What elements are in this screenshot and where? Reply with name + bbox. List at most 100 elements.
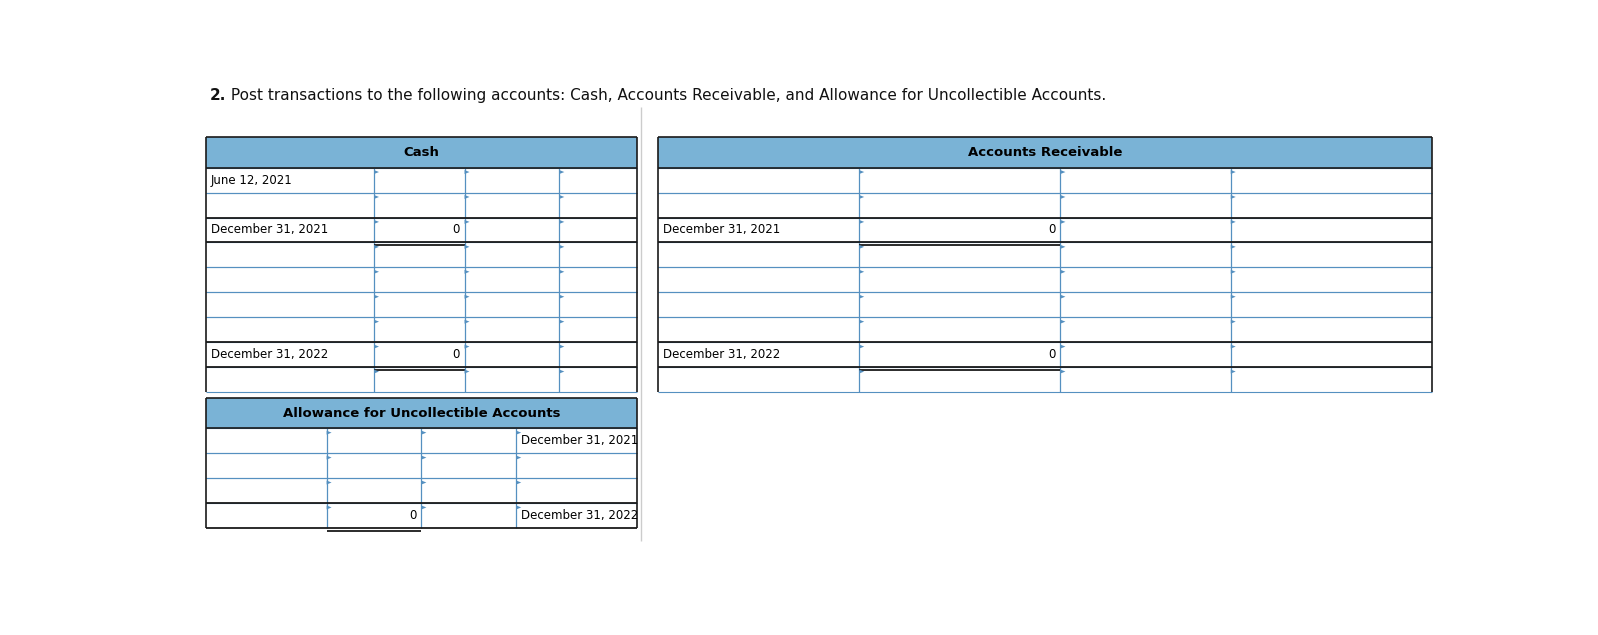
Polygon shape [374,370,379,373]
Bar [206,503,638,528]
Polygon shape [374,319,379,324]
Bar [206,453,638,478]
Polygon shape [559,220,564,224]
Text: December 31, 2021: December 31, 2021 [663,224,780,236]
Polygon shape [465,220,470,224]
Polygon shape [860,370,865,373]
Polygon shape [559,295,564,298]
Polygon shape [1230,345,1235,349]
Polygon shape [374,270,379,274]
Polygon shape [326,505,331,509]
Polygon shape [1061,295,1066,298]
Bar [658,218,1432,243]
Polygon shape [374,345,379,349]
Polygon shape [516,505,521,509]
Text: December 31, 2021: December 31, 2021 [521,434,639,447]
Polygon shape [1230,245,1235,249]
Text: 0: 0 [452,348,460,361]
Bar [206,428,638,453]
Polygon shape [1230,195,1235,199]
Polygon shape [374,220,379,224]
Polygon shape [559,170,564,174]
Polygon shape [860,170,865,174]
Bar [206,398,638,428]
Polygon shape [860,345,865,349]
Polygon shape [860,270,865,274]
Polygon shape [860,319,865,324]
Polygon shape [422,481,427,485]
Polygon shape [559,245,564,249]
Bar [658,137,1432,168]
Bar [658,318,1432,342]
Polygon shape [516,455,521,460]
Polygon shape [559,370,564,373]
Polygon shape [374,170,379,174]
Polygon shape [1230,170,1235,174]
Polygon shape [422,431,427,434]
Text: December 31, 2022: December 31, 2022 [211,348,328,361]
Polygon shape [559,195,564,199]
Bar [206,168,638,192]
Bar [206,367,638,392]
Polygon shape [326,431,331,434]
Polygon shape [1230,270,1235,274]
Polygon shape [1061,245,1066,249]
Polygon shape [1230,220,1235,224]
Polygon shape [860,245,865,249]
Bar [206,218,638,243]
Text: 2.: 2. [209,88,225,104]
Text: Cash: Cash [404,146,439,159]
Polygon shape [326,455,331,460]
Bar [658,168,1432,192]
Bar [206,342,638,367]
Polygon shape [465,319,470,324]
Polygon shape [465,295,470,298]
Polygon shape [465,195,470,199]
Polygon shape [516,431,521,434]
Text: December 31, 2022: December 31, 2022 [521,509,639,522]
Polygon shape [559,319,564,324]
Polygon shape [374,295,379,298]
Polygon shape [516,481,521,485]
Polygon shape [422,505,427,509]
Text: Accounts Receivable: Accounts Receivable [968,146,1122,159]
Bar [206,478,638,503]
Polygon shape [860,220,865,224]
Bar [658,292,1432,318]
Bar [206,267,638,292]
Bar [206,243,638,267]
Bar [658,192,1432,218]
Polygon shape [860,195,865,199]
Polygon shape [1061,345,1066,349]
Polygon shape [1061,370,1066,373]
Polygon shape [465,270,470,274]
Polygon shape [465,345,470,349]
Bar [206,318,638,342]
Text: 0: 0 [1048,224,1056,236]
Bar [658,243,1432,267]
Polygon shape [374,245,379,249]
Polygon shape [465,170,470,174]
Polygon shape [465,245,470,249]
Text: December 31, 2021: December 31, 2021 [211,224,328,236]
Text: December 31, 2022: December 31, 2022 [663,348,780,361]
Polygon shape [1061,195,1066,199]
Polygon shape [1230,319,1235,324]
Polygon shape [374,195,379,199]
Polygon shape [1230,370,1235,373]
Bar [206,292,638,318]
Polygon shape [422,455,427,460]
Bar [206,192,638,218]
Polygon shape [1061,319,1066,324]
Bar [206,137,638,168]
Bar [658,367,1432,392]
Polygon shape [860,295,865,298]
Polygon shape [1230,295,1235,298]
Bar [658,267,1432,292]
Polygon shape [1061,220,1066,224]
Bar [658,342,1432,367]
Polygon shape [326,481,331,485]
Polygon shape [1061,170,1066,174]
Polygon shape [559,270,564,274]
Text: 0: 0 [409,509,417,522]
